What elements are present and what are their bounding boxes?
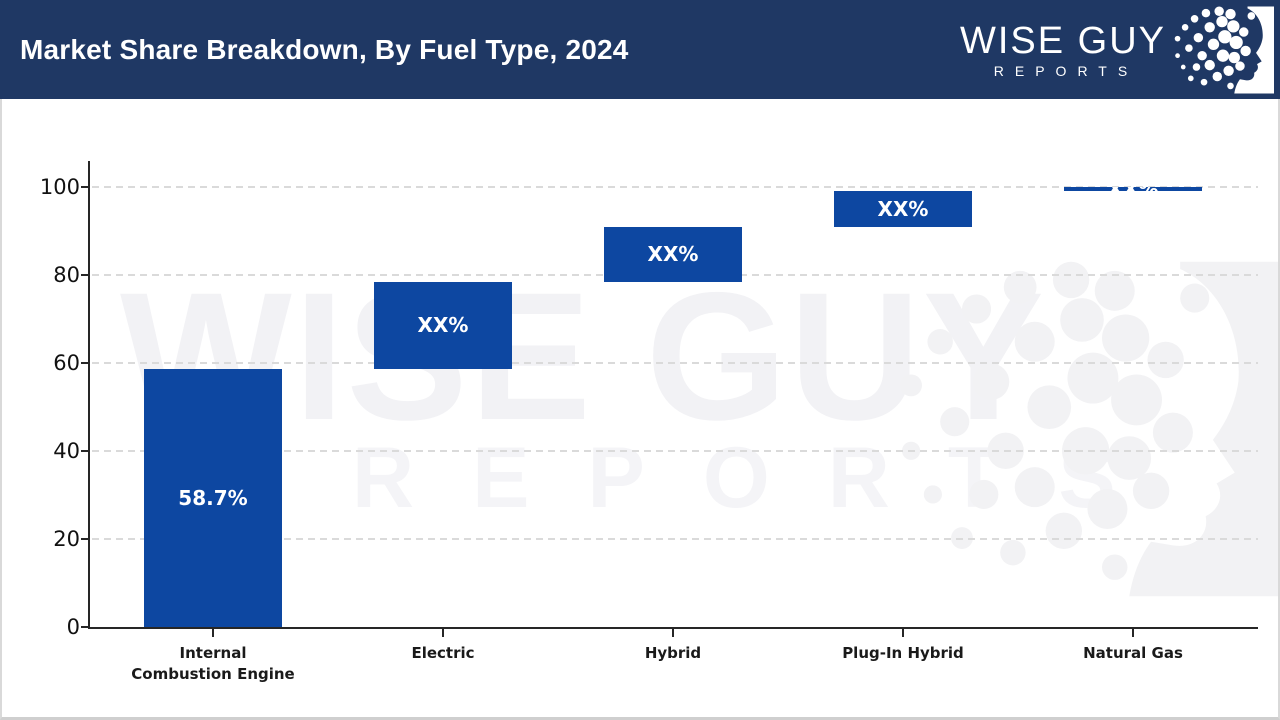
x-category-label: Electric <box>411 644 475 662</box>
bar-segment: 58.7% <box>144 368 282 627</box>
x-category-label: Natural Gas <box>1083 644 1183 662</box>
x-category-label: Internal Combustion Engine <box>131 644 295 683</box>
x-tick <box>1132 629 1134 637</box>
y-tick-label: 60 <box>53 351 80 375</box>
wiseguy-logo-text: WISE GUY REPORTS <box>960 22 1166 78</box>
y-tick <box>81 186 90 188</box>
wiseguy-head-icon <box>1174 6 1274 93</box>
y-axis <box>88 161 90 629</box>
bar-value-label: XX% <box>417 313 469 338</box>
gridline-20 <box>92 538 1258 540</box>
y-tick-label: 20 <box>53 527 80 551</box>
header-band: Market Share Breakdown, By Fuel Type, 20… <box>0 0 1280 99</box>
gridline-100 <box>92 186 1258 188</box>
logo-reports-label: REPORTS <box>993 62 1139 79</box>
y-tick <box>81 538 90 540</box>
x-tick <box>212 629 214 637</box>
plot-area: 0 20 40 60 80 100 58.7% XX% XX% XX% XX% Internal Co… <box>2 99 1278 717</box>
bar-value-label: XX% <box>647 242 699 267</box>
x-category-label: Hybrid <box>644 644 702 662</box>
y-tick-label: 80 <box>53 263 80 287</box>
x-axis <box>88 627 1258 629</box>
y-tick-label: 40 <box>53 439 80 463</box>
bar-value-label: 58.7% <box>178 485 248 510</box>
logo-wise-guy-label: WISE GUY <box>959 19 1166 62</box>
y-tick <box>81 362 90 364</box>
y-tick <box>81 626 90 628</box>
y-tick <box>81 450 90 452</box>
wiseguy-logo: WISE GUY REPORTS <box>960 0 1274 99</box>
x-category-label: Plug-In Hybrid <box>842 644 964 662</box>
y-tick-label: 0 <box>66 615 80 639</box>
y-tick-label: 100 <box>39 175 80 199</box>
watermark-head-icon <box>900 261 1278 597</box>
y-tick <box>81 274 90 276</box>
bar-segment: XX% <box>1064 187 1202 192</box>
bar-value-label: XX% <box>1108 187 1159 191</box>
bar-segment: XX% <box>374 281 512 369</box>
chart-canvas: WISE GUY REPORTS 0 20 40 60 80 100 58.7% XX% XX%… <box>0 99 1280 720</box>
bar-segment: XX% <box>834 191 972 227</box>
x-tick <box>902 629 904 637</box>
bar-value-label: XX% <box>877 196 929 221</box>
gridline-40 <box>92 450 1258 452</box>
x-tick <box>442 629 444 637</box>
gridline-60 <box>92 362 1258 364</box>
page-title: Market Share Breakdown, By Fuel Type, 20… <box>20 33 629 65</box>
bar-segment: XX% <box>604 226 742 282</box>
x-tick <box>672 629 674 637</box>
